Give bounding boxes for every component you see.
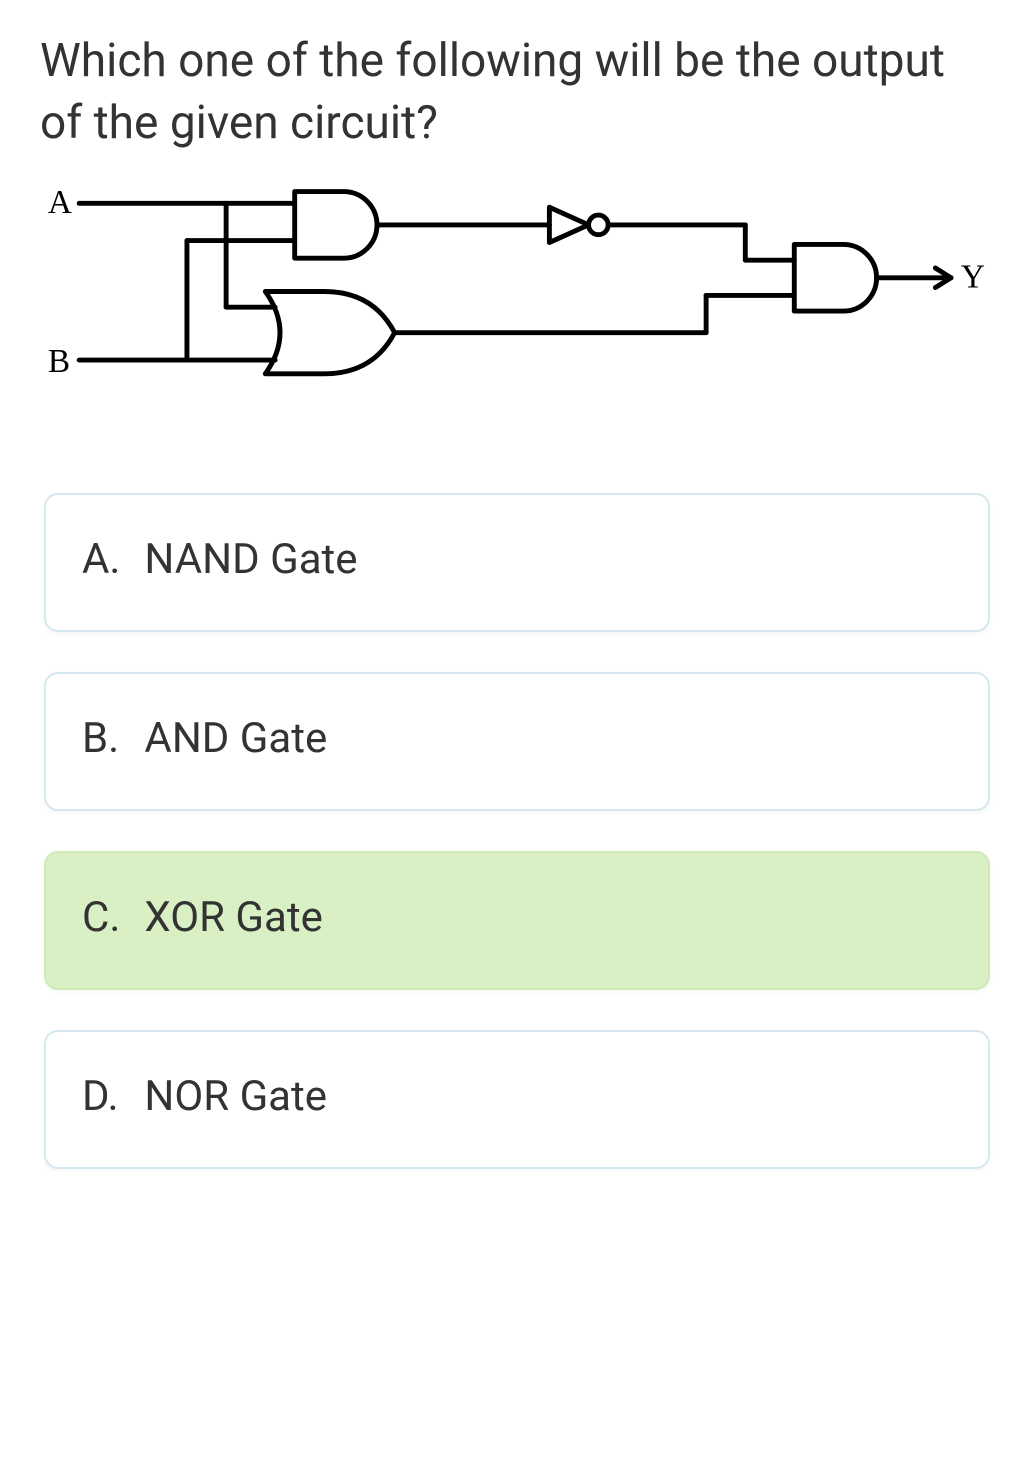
not-gate-triangle (549, 207, 588, 242)
option-text: NAND Gate (144, 535, 357, 584)
option-text: AND Gate (144, 714, 327, 763)
option-text: NOR Gate (144, 1072, 327, 1121)
or-gate (265, 292, 394, 374)
label-b: B (48, 343, 70, 380)
option-a[interactable]: A. NAND Gate (44, 493, 990, 632)
option-letter: D. (82, 1072, 134, 1121)
question-text: Which one of the following will be the o… (40, 30, 994, 154)
option-letter: C. (82, 893, 134, 942)
option-letter: B. (82, 714, 134, 763)
circuit-svg: A B Y (40, 164, 1000, 419)
options-list: A. NAND Gate B. AND Gate C. XOR Gate D. … (40, 493, 994, 1169)
quiz-container: Which one of the following will be the o… (0, 0, 1024, 1199)
circuit-diagram: A B Y (40, 164, 994, 423)
option-letter: A. (82, 535, 134, 584)
option-d[interactable]: D. NOR Gate (44, 1030, 990, 1169)
option-c[interactable]: C. XOR Gate (44, 851, 990, 990)
option-text: XOR Gate (144, 893, 322, 942)
and-gate-1 (295, 192, 377, 259)
not-gate-bubble (589, 215, 609, 235)
label-y: Y (961, 259, 985, 296)
and-gate-final (794, 245, 876, 312)
option-b[interactable]: B. AND Gate (44, 672, 990, 811)
label-a: A (48, 184, 72, 221)
